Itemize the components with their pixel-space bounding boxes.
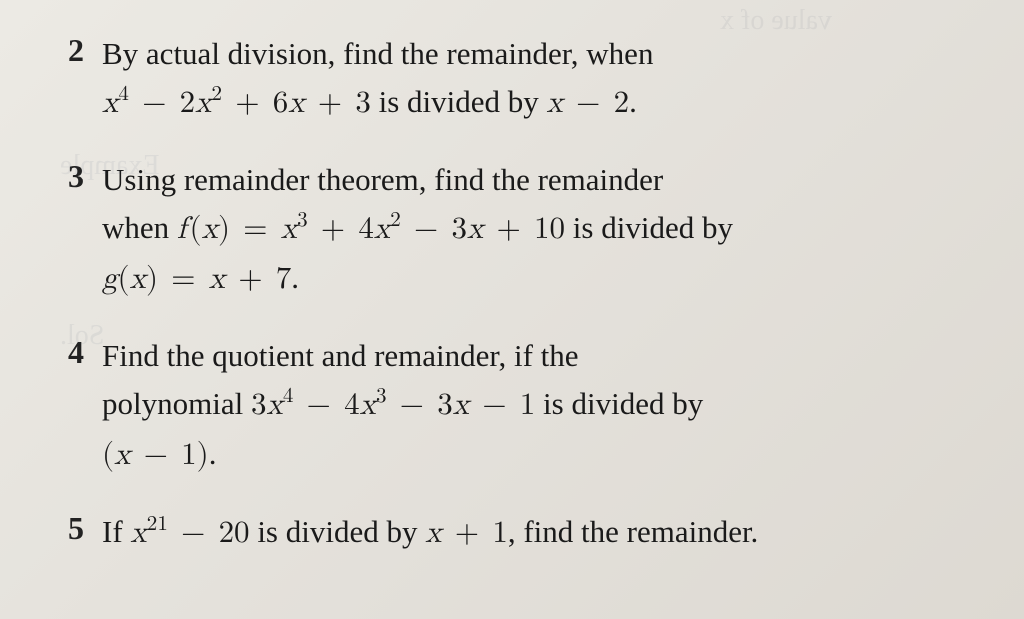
problem-line1: Find the quotient and remainder, if the [102, 338, 579, 373]
problem-text: If x21 − 20 is divided by x + 1, find th… [102, 508, 758, 558]
text-suffix: , find the remainder. [508, 514, 759, 549]
problem-line1: By actual division, find the remainder, … [102, 36, 653, 71]
problem-3: 3 Using remainder theorem, find the rema… [60, 156, 974, 304]
problem-number: 4 [60, 332, 84, 372]
math-divisor: x − 2 [547, 88, 630, 119]
math-divisor: (x − 1) [102, 440, 209, 471]
problem-text: By actual division, find the remainder, … [102, 30, 653, 128]
problem-line1: Using remainder theorem, find the remain… [102, 162, 663, 197]
problem-number: 3 [60, 156, 84, 196]
text-suffix: . [209, 436, 217, 471]
page-container: value of x Example Sol. 2 By actual divi… [0, 0, 1024, 619]
math-g: g(x) = x + 7 [102, 264, 291, 295]
math-divisor: x + 1 [425, 518, 508, 549]
math-f: f (x) = x3 + 4x2 − 3x + 10 [177, 214, 565, 245]
problem-number: 5 [60, 508, 84, 548]
problem-5: 5 If x21 − 20 is divided by x + 1, find … [60, 508, 974, 558]
math-expr: 3x4 − 4x3 − 3x − 1 [251, 390, 535, 421]
problem-number: 2 [60, 30, 84, 70]
problem-4: 4 Find the quotient and remainder, if th… [60, 332, 974, 480]
text-mid: is divided by [250, 514, 426, 549]
problem-text: Find the quotient and remainder, if the … [102, 332, 703, 480]
text-mid: is divided by [371, 84, 547, 119]
text-suffix: is divided by [535, 386, 703, 421]
text-prefix: If [102, 514, 130, 549]
text-prefix: polynomial [102, 386, 251, 421]
text-suffix: . [291, 260, 299, 295]
math-expr: x4 − 2x2 + 6x + 3 [102, 88, 371, 119]
text-suffix: is divided by [565, 210, 733, 245]
math-expr: x21 − 20 [130, 518, 249, 549]
text-suffix: . [629, 84, 637, 119]
problem-text: Using remainder theorem, find the remain… [102, 156, 733, 304]
problem-2: 2 By actual division, find the remainder… [60, 30, 974, 128]
text-prefix: when [102, 210, 177, 245]
